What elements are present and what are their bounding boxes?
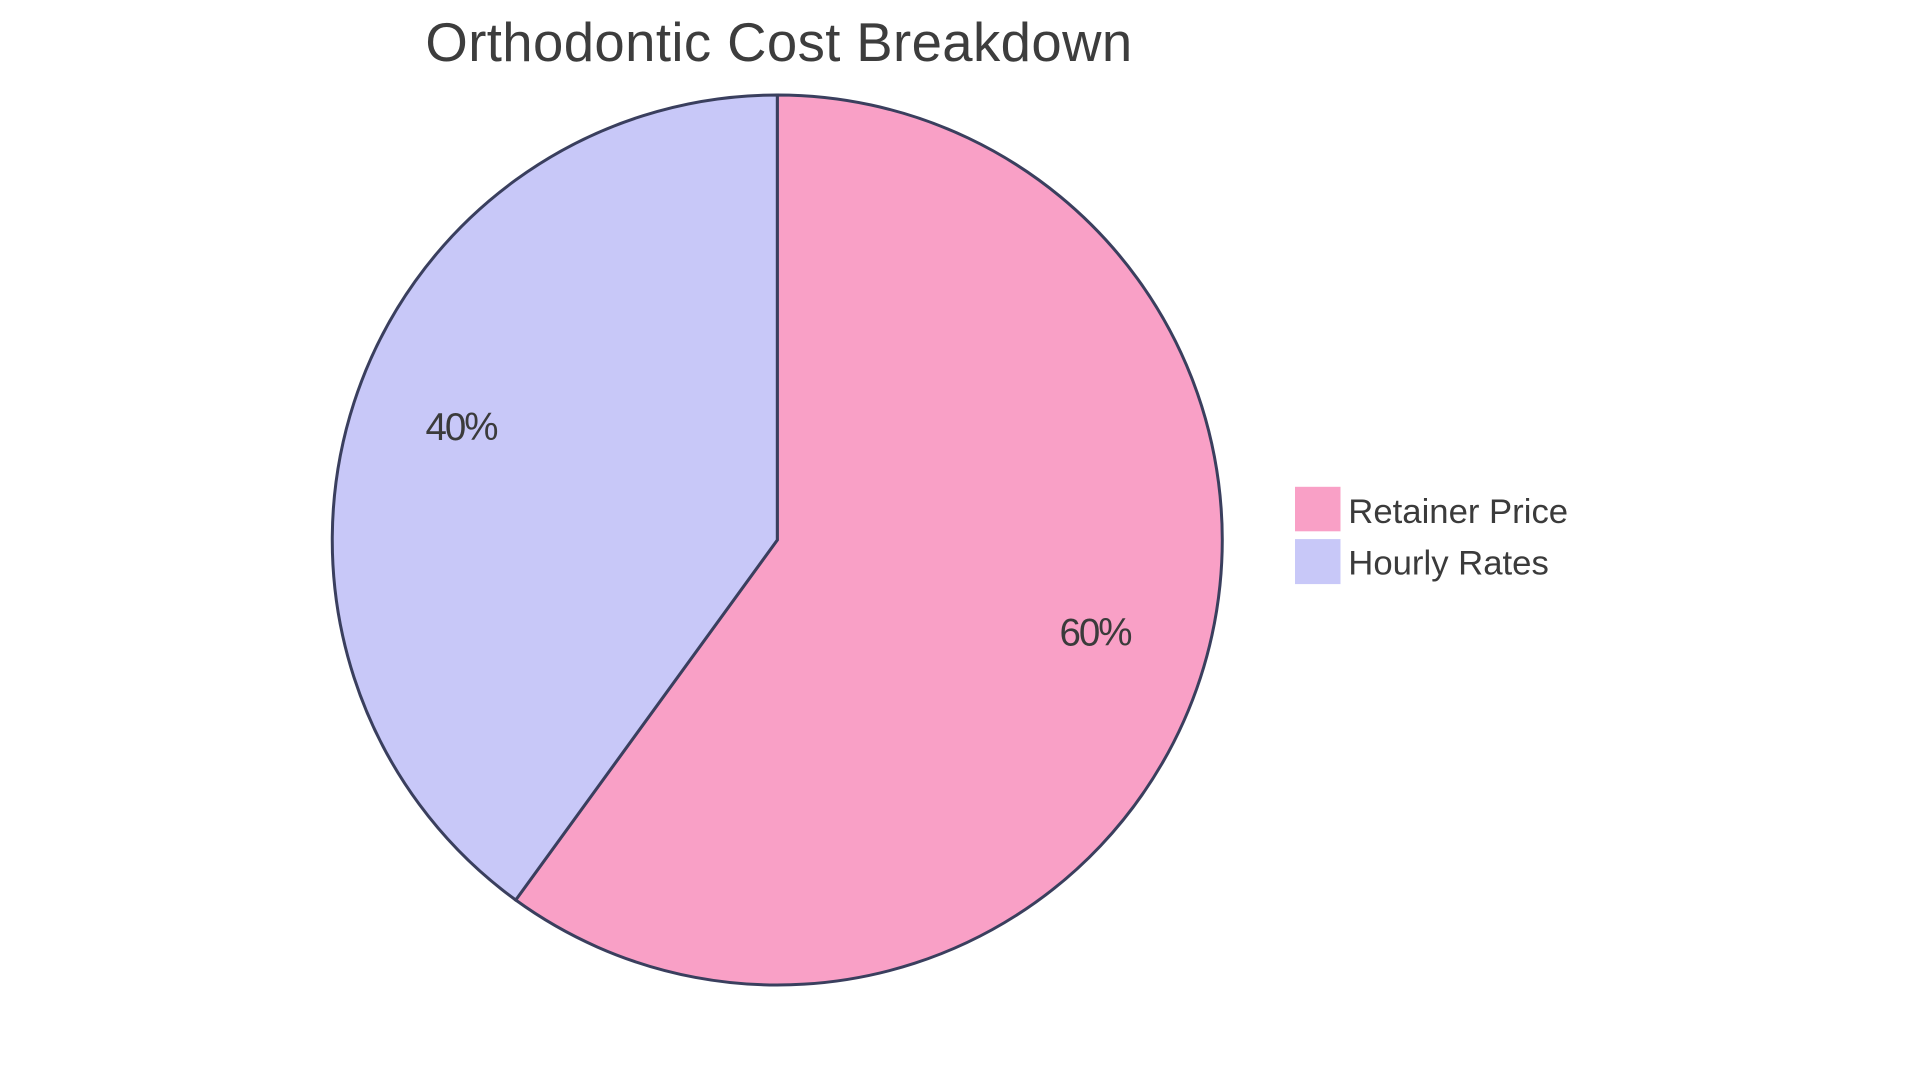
- svg-text:40%: 40%: [425, 406, 497, 449]
- svg-text:60%: 60%: [1059, 612, 1131, 655]
- svg-text:Orthodontic Cost Breakdown: Orthodontic Cost Breakdown: [425, 12, 1132, 73]
- svg-text:Retainer Price: Retainer Price: [1348, 493, 1568, 531]
- svg-text:Hourly Rates: Hourly Rates: [1348, 545, 1549, 583]
